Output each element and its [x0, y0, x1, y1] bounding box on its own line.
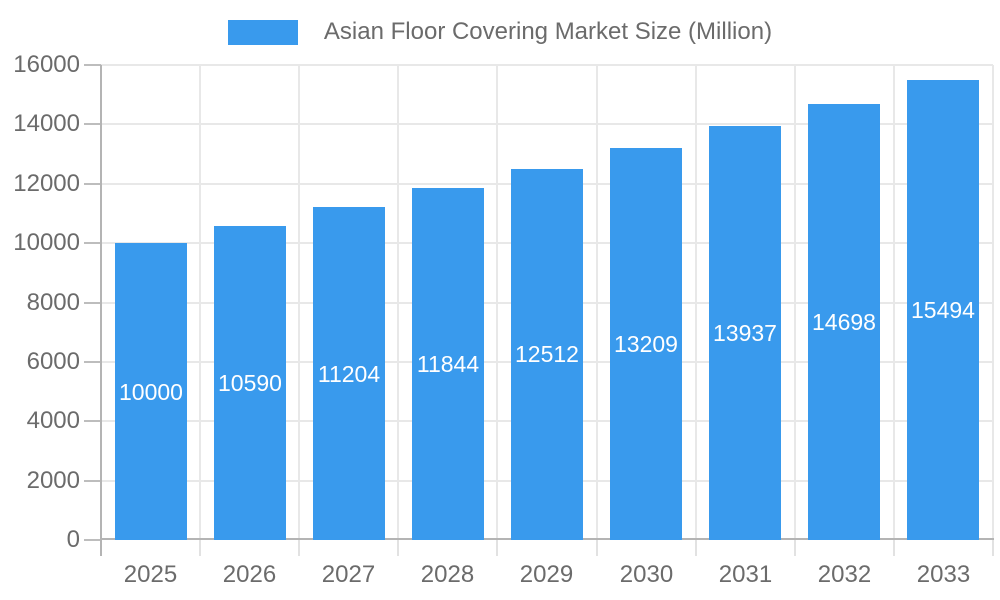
x-axis-tick	[595, 540, 598, 556]
y-axis-line	[100, 65, 102, 556]
y-axis-label: 8000	[26, 288, 80, 316]
bar-2025[interactable]	[115, 243, 187, 540]
y-axis-label: 6000	[26, 347, 80, 375]
x-axis-label: 2033	[916, 561, 971, 588]
y-axis-tick	[84, 360, 101, 363]
legend-label: Asian Floor Covering Market Size (Millio…	[323, 18, 773, 45]
x-gridline	[595, 65, 598, 540]
y-axis-label: 14000	[13, 110, 80, 138]
bar-2027[interactable]	[313, 207, 385, 540]
x-axis-label: 2029	[519, 561, 574, 588]
x-axis-label: 2032	[817, 561, 872, 588]
y-axis-tick	[84, 539, 101, 541]
x-gridline	[199, 65, 202, 540]
bar-2026[interactable]	[214, 225, 286, 540]
bar-value-label: 10590	[218, 369, 282, 396]
y-axis-label: 0	[66, 526, 80, 553]
x-axis-label: 2026	[222, 561, 277, 588]
x-axis-label: 2031	[718, 561, 773, 588]
bar-2032[interactable]	[808, 103, 880, 540]
bar-value-label: 11204	[317, 360, 381, 387]
x-axis-tick	[496, 540, 499, 556]
x-gridline	[793, 65, 796, 540]
x-gridline	[397, 65, 400, 540]
y-axis-label: 12000	[13, 169, 80, 197]
bar-2031[interactable]	[709, 126, 781, 540]
bar-value-label: 12512	[515, 341, 579, 368]
chart-legend[interactable]: Asian Floor Covering Market Size (Millio…	[0, 18, 1000, 45]
x-gridline	[298, 65, 301, 540]
bar-value-label: 11844	[416, 351, 480, 378]
x-axis-tick	[298, 540, 301, 556]
x-axis-tick	[694, 540, 697, 556]
x-gridline	[992, 65, 994, 540]
y-axis-tick	[84, 182, 101, 185]
y-axis-tick	[84, 479, 101, 482]
x-axis-label: 2030	[619, 561, 674, 588]
x-axis-tick	[397, 540, 400, 556]
legend-swatch	[227, 19, 298, 45]
x-axis-label: 2025	[123, 561, 178, 588]
bar-value-label: 14698	[812, 308, 876, 335]
y-axis-label: 4000	[26, 407, 80, 435]
x-axis-tick	[199, 540, 202, 556]
y-gridline	[101, 123, 993, 126]
y-axis-tick	[84, 420, 101, 423]
x-gridline	[496, 65, 499, 540]
y-axis-tick	[84, 64, 101, 66]
y-axis-label: 10000	[13, 229, 80, 257]
y-axis-label: 16000	[13, 51, 80, 78]
y-axis-tick	[84, 301, 101, 304]
bar-value-label: 13937	[713, 320, 777, 347]
bar-value-label: 10000	[119, 378, 183, 405]
bar-value-label: 15494	[911, 297, 975, 323]
bar-2029[interactable]	[511, 168, 583, 540]
x-axis-tick	[793, 540, 796, 556]
y-axis-tick	[84, 123, 101, 126]
bar-2030[interactable]	[610, 147, 682, 540]
x-axis-label: 2027	[321, 561, 376, 588]
y-axis-tick	[84, 242, 101, 245]
y-gridline	[101, 64, 993, 66]
x-axis-tick	[992, 540, 994, 556]
x-gridline	[892, 65, 895, 540]
bar-2033[interactable]	[907, 80, 979, 540]
bar-2028[interactable]	[412, 188, 484, 540]
x-axis-label: 2028	[420, 561, 475, 588]
bar-value-label: 13209	[614, 330, 678, 357]
x-gridline	[694, 65, 697, 540]
y-axis-label: 2000	[26, 466, 80, 494]
x-axis-tick	[892, 540, 895, 556]
